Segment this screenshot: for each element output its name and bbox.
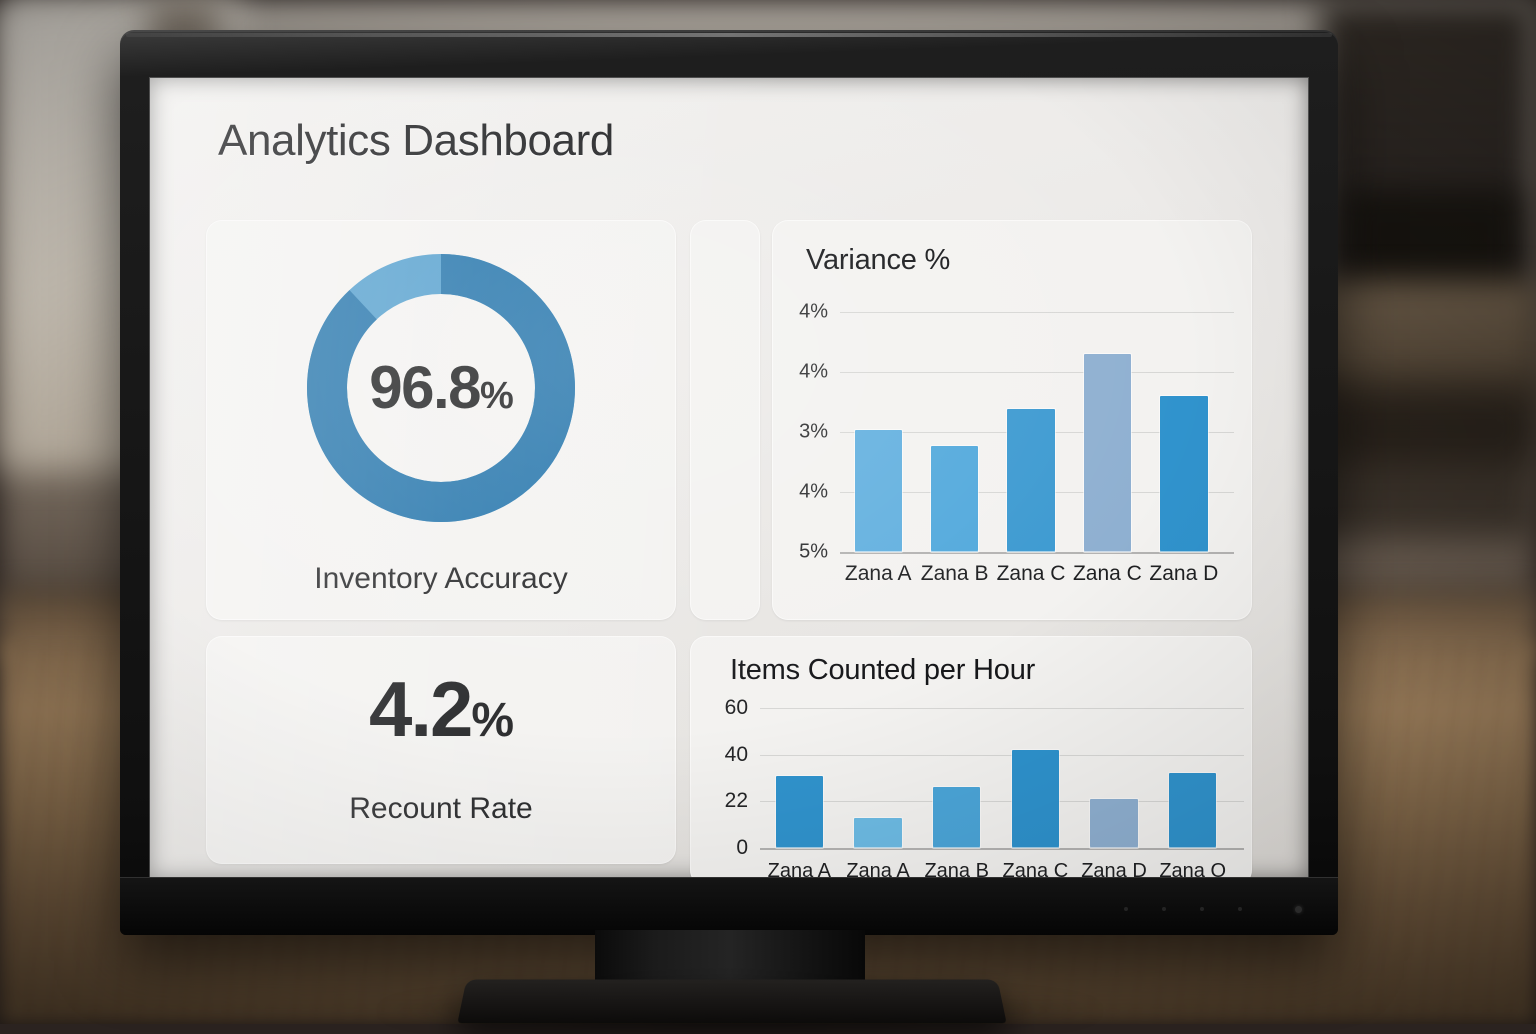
power-led-indicator[interactable] bbox=[1295, 906, 1302, 913]
card-items-chart[interactable]: Items Counted per Hour 60 40 22 0 Zana A Zan… bbox=[690, 636, 1252, 878]
monitor-button-menu[interactable] bbox=[1124, 907, 1128, 911]
donut-chart-svg bbox=[307, 254, 575, 522]
recount-rate-number: 4.2 bbox=[368, 665, 473, 753]
card-recount-rate[interactable]: 4.2% Recount Rate bbox=[206, 636, 676, 864]
card-variance-chart[interactable]: Variance % 4% 4% 3% 4% 5% Zana A Zana B Zana C… bbox=[772, 220, 1252, 620]
bar[interactable] bbox=[933, 787, 981, 848]
bar[interactable] bbox=[1160, 396, 1208, 552]
y-axis-tick-label: 4% bbox=[799, 360, 828, 383]
y-axis-tick-label: 60 bbox=[724, 696, 748, 719]
variance-bar-group bbox=[840, 312, 1222, 552]
card-spacer-empty bbox=[690, 220, 760, 620]
x-axis-line bbox=[760, 848, 1244, 850]
bar-slot bbox=[1153, 708, 1232, 848]
bar-slot bbox=[916, 312, 992, 552]
items-x-axis-labels: Zana A Zana A Zana B Zana C Zana D Zana O bbox=[760, 860, 1232, 878]
bar-slot bbox=[1146, 312, 1222, 552]
x-axis-tick-label: Zana D bbox=[1149, 562, 1219, 585]
items-plot-area: 60 40 22 0 Zana A Zana A Zana B Zana C Zana D Za… bbox=[725, 696, 1244, 878]
y-axis-tick-label: 40 bbox=[724, 742, 748, 766]
variance-chart-title: Variance % bbox=[806, 244, 951, 276]
monitor-bezel-bottom bbox=[120, 877, 1338, 935]
y-axis-tick-label: 3% bbox=[799, 420, 828, 443]
recount-rate-unit: % bbox=[471, 694, 514, 747]
donut-center-label: 96.8% bbox=[291, 238, 591, 538]
gridline bbox=[760, 801, 1244, 803]
bar-slot bbox=[840, 312, 916, 552]
x-axis-tick-label: Zana A bbox=[846, 860, 910, 878]
gridline bbox=[840, 312, 1234, 313]
donut-value-arc bbox=[307, 254, 575, 522]
monitor-button-input[interactable] bbox=[1238, 907, 1242, 911]
bar-slot bbox=[839, 708, 918, 848]
x-axis-tick-label: Zana D bbox=[1081, 860, 1147, 878]
monitor-bezel-highlight bbox=[126, 33, 1332, 37]
monitor-button-down[interactable] bbox=[1162, 907, 1166, 911]
donut-chart: 96.8% bbox=[291, 238, 591, 538]
bar[interactable] bbox=[775, 775, 823, 848]
items-bar-group bbox=[760, 708, 1232, 848]
x-axis-tick-label: Zana B bbox=[924, 860, 989, 878]
bar-slot bbox=[1075, 708, 1154, 848]
gridline bbox=[760, 754, 1244, 756]
bar[interactable] bbox=[930, 446, 979, 552]
x-axis-tick-label: Zana C bbox=[1072, 562, 1142, 585]
y-axis-tick-label: 0 bbox=[736, 836, 748, 859]
recount-rate-caption: Recount Rate bbox=[349, 792, 533, 825]
monitor-stand-base bbox=[457, 979, 1007, 1024]
page-title: Analytics Dashboard bbox=[218, 116, 614, 165]
x-axis-line bbox=[840, 552, 1234, 554]
bar[interactable] bbox=[1083, 354, 1132, 552]
y-axis-tick-label: 4% bbox=[799, 480, 828, 503]
card-inventory-accuracy[interactable]: 96.8% Inventory Accuracy bbox=[206, 220, 676, 620]
bar[interactable] bbox=[854, 429, 902, 552]
y-axis-tick-label: 5% bbox=[799, 540, 828, 563]
y-axis-tick-label: 4% bbox=[799, 300, 828, 323]
donut-value-number: 96.8 bbox=[369, 354, 481, 421]
bar[interactable] bbox=[854, 817, 902, 848]
bar-slot bbox=[993, 312, 1069, 552]
variance-plot-area: 4% 4% 3% 4% 5% Zana A Zana B Zana C Zana C Zana … bbox=[799, 301, 1234, 585]
bar-slot bbox=[760, 708, 839, 848]
inventory-accuracy-caption: Inventory Accuracy bbox=[314, 562, 568, 595]
donut-value-unit: % bbox=[479, 375, 514, 417]
bar-slot bbox=[1069, 312, 1145, 552]
y-axis-tick-label: 22 bbox=[724, 789, 748, 813]
gridline bbox=[760, 708, 1244, 709]
computer-monitor: Analytics Dashboard 96.8% Inventory Accu… bbox=[120, 30, 1338, 935]
analytics-dashboard: Analytics Dashboard 96.8% Inventory Accu… bbox=[150, 78, 1308, 878]
recount-rate-value: 4.2% bbox=[206, 670, 676, 748]
gridline bbox=[840, 372, 1234, 373]
x-axis-tick-label: Zana B bbox=[920, 562, 989, 585]
variance-x-axis-labels: Zana A Zana B Zana C Zana C Zana D bbox=[840, 562, 1222, 586]
items-chart-title: Items Counted per Hour bbox=[730, 654, 1036, 686]
x-axis-tick-label: Zana A bbox=[844, 562, 912, 585]
x-axis-tick-label: Zana C bbox=[1002, 860, 1069, 878]
x-axis-tick-label: Zana O bbox=[1159, 860, 1227, 878]
x-axis-tick-label: Zana A bbox=[767, 860, 832, 878]
monitor-button-up[interactable] bbox=[1200, 907, 1204, 911]
monitor-bezel-seam bbox=[120, 877, 1338, 878]
bar[interactable] bbox=[1011, 750, 1059, 848]
bar-slot bbox=[996, 708, 1075, 848]
x-axis-tick-label: Zana C bbox=[996, 562, 1066, 585]
monitor-screen: Analytics Dashboard 96.8% Inventory Accu… bbox=[150, 78, 1308, 878]
bar[interactable] bbox=[1169, 773, 1217, 848]
bar[interactable] bbox=[1007, 408, 1055, 552]
bar[interactable] bbox=[1090, 799, 1138, 848]
donut-value-text: 96.8% bbox=[369, 358, 514, 418]
bar-slot bbox=[917, 708, 996, 848]
